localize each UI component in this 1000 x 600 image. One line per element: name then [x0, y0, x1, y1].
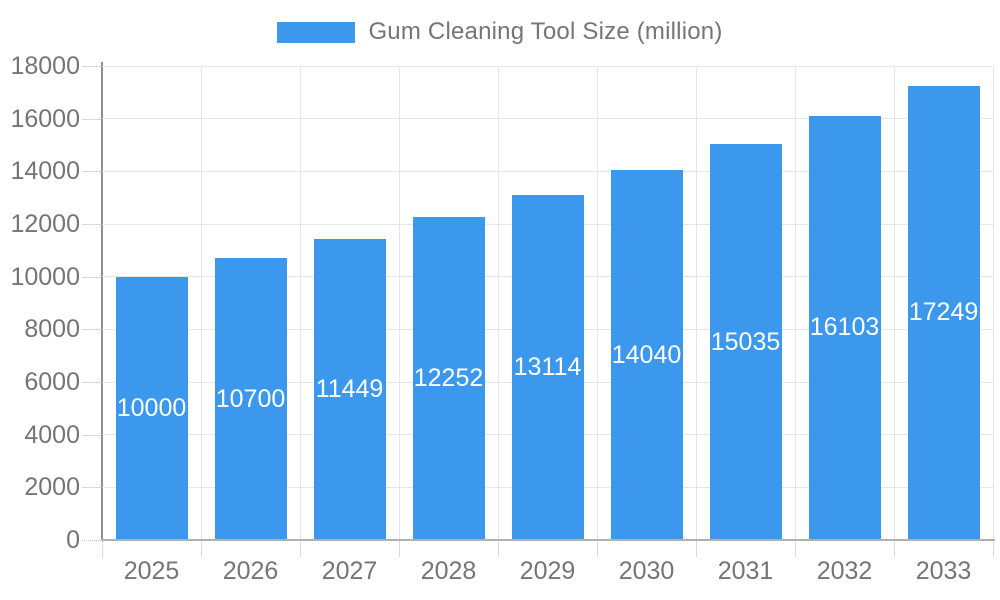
y-tick-mark — [82, 171, 101, 173]
y-tick-mark — [82, 540, 101, 542]
y-tick-label: 14000 — [10, 157, 80, 186]
x-tick-label: 2032 — [816, 557, 873, 585]
x-tick-label: 2028 — [420, 557, 477, 585]
y-tick-mark — [82, 66, 101, 67]
h-gridline — [102, 65, 993, 67]
x-tick-label: 2029 — [519, 557, 576, 585]
x-tick-mark — [300, 541, 301, 557]
legend-swatch — [277, 21, 356, 43]
bar-value-label: 15035 — [710, 327, 781, 356]
bar: 14040 — [610, 170, 683, 540]
y-tick-label: 6000 — [24, 368, 80, 396]
y-tick-label: 4000 — [24, 420, 80, 449]
y-tick-label: 8000 — [24, 315, 80, 344]
y-tick-label: 10000 — [10, 262, 80, 291]
bar: 17249 — [907, 85, 980, 540]
x-tick-mark — [696, 541, 697, 557]
bar: 10000 — [115, 276, 188, 540]
v-gridline — [992, 66, 994, 540]
v-gridline — [596, 66, 598, 540]
legend: Gum Cleaning Tool Size (million) — [0, 14, 1000, 50]
y-axis-line — [101, 62, 103, 540]
plot-area: 10000 10700 11449 12252 13114 14040 15035 16103… — [102, 65, 994, 540]
bar-value-label: 14040 — [611, 340, 682, 369]
x-axis-line — [102, 539, 995, 541]
x-tick-label: 2026 — [222, 557, 279, 585]
legend-label: Gum Cleaning Tool Size (million) — [368, 18, 723, 45]
bar-value-label: 12252 — [413, 364, 484, 393]
y-tick-mark — [82, 382, 101, 383]
x-tick-label: 2025 — [123, 557, 180, 585]
h-gridline — [102, 118, 993, 120]
x-tick-mark — [894, 541, 895, 557]
v-gridline — [200, 66, 202, 540]
bar-value-label: 10700 — [215, 384, 286, 413]
y-tick-mark — [82, 224, 101, 225]
bar: 11449 — [313, 238, 386, 540]
bar-value-label: 13114 — [513, 352, 582, 381]
x-tick-label: 2027 — [321, 557, 378, 585]
y-tick-label: 0 — [66, 526, 80, 554]
bar: 10700 — [214, 258, 287, 540]
x-tick-mark — [795, 541, 796, 557]
h-gridline — [102, 170, 993, 172]
v-gridline — [398, 66, 400, 540]
y-tick-label: 16000 — [10, 104, 80, 133]
bar: 16103 — [808, 115, 881, 540]
bar-value-label: 16103 — [809, 313, 880, 342]
v-gridline — [299, 66, 301, 540]
x-tick-label: 2031 — [717, 557, 774, 585]
v-gridline — [695, 66, 697, 540]
x-tick-mark — [201, 541, 202, 557]
v-gridline — [893, 66, 895, 540]
v-gridline — [794, 66, 796, 540]
y-tick-mark — [82, 276, 101, 278]
y-tick-label: 12000 — [10, 210, 80, 238]
x-tick-mark — [102, 541, 104, 557]
y-tick-label: 18000 — [10, 52, 80, 80]
y-tick-mark — [82, 329, 101, 331]
y-tick-mark — [82, 487, 101, 489]
bar: 12252 — [412, 217, 485, 540]
x-tick-label: 2030 — [618, 557, 675, 585]
x-tick-mark — [399, 541, 400, 557]
bar: 15035 — [709, 144, 782, 540]
y-tick-mark — [82, 118, 101, 120]
bar: 13114 — [511, 194, 584, 540]
v-gridline — [497, 66, 499, 540]
bar-value-label: 17249 — [908, 298, 979, 327]
x-tick-mark — [498, 541, 499, 557]
x-tick-label: 2033 — [915, 557, 972, 585]
x-tick-mark — [993, 541, 994, 557]
y-tick-mark — [82, 434, 101, 436]
y-tick-label: 2000 — [24, 473, 80, 502]
x-tick-mark — [597, 541, 598, 557]
bar-value-label: 10000 — [116, 393, 187, 422]
bar-value-label: 11449 — [315, 374, 384, 403]
